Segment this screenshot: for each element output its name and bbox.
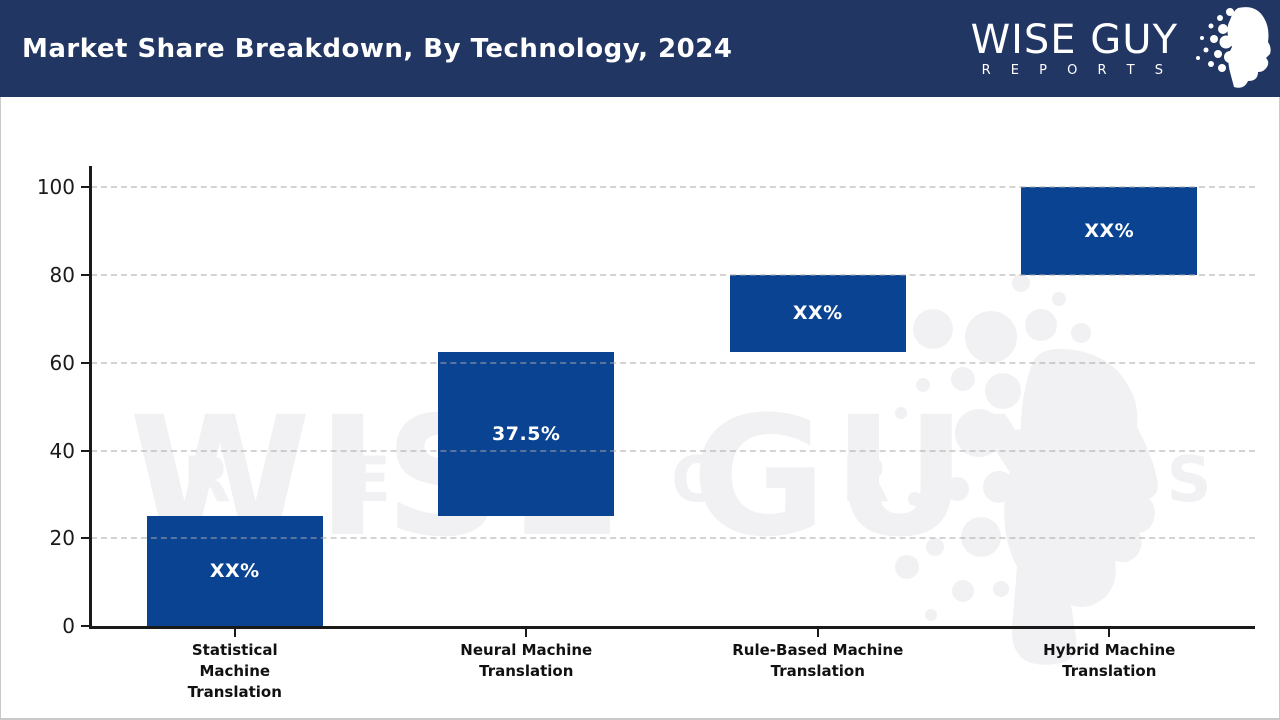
x-axis-tick bbox=[525, 629, 528, 637]
y-axis-tick-label: 20 bbox=[49, 526, 75, 551]
y-axis-tick-label: 100 bbox=[36, 175, 75, 200]
y-axis-tick bbox=[81, 625, 89, 627]
bar: XX% bbox=[146, 516, 323, 626]
x-axis-tick bbox=[1108, 629, 1111, 637]
y-axis-tick-label: 0 bbox=[62, 614, 75, 638]
head-profile-dots-icon bbox=[1180, 2, 1272, 96]
bar: 37.5% bbox=[438, 351, 615, 517]
x-axis-tick bbox=[816, 629, 819, 637]
watermark-head-profile-icon bbox=[863, 207, 1181, 681]
y-axis-tick bbox=[81, 274, 89, 276]
bar-value-label: XX% bbox=[1084, 220, 1135, 243]
x-axis-category-label: Rule-Based Machine Translation bbox=[732, 641, 904, 680]
wise-guy-reports-logo: WISE GUY R E P O R T S bbox=[971, 2, 1280, 96]
x-axis-spine bbox=[89, 626, 1255, 629]
y-axis-tick bbox=[81, 537, 89, 540]
gridline bbox=[91, 361, 1255, 364]
gridline bbox=[91, 274, 1255, 276]
y-axis-tick-label: 40 bbox=[49, 438, 75, 463]
logo-subtext: R E P O R T S bbox=[981, 62, 1171, 78]
y-axis-spine bbox=[89, 166, 92, 629]
x-axis-category-label: Statistical Machine Translation bbox=[187, 641, 282, 701]
y-axis-tick-label: 60 bbox=[49, 350, 75, 375]
page-title: Market Share Breakdown, By Technology, 2… bbox=[22, 33, 733, 64]
bar-value-label: XX% bbox=[209, 560, 260, 583]
gridline bbox=[91, 186, 1255, 189]
x-axis-tick bbox=[233, 629, 236, 637]
bar: XX% bbox=[729, 275, 906, 352]
y-axis-tick-label: 80 bbox=[49, 263, 75, 287]
bar: XX% bbox=[1021, 187, 1198, 275]
gridline bbox=[91, 449, 1255, 452]
x-axis-category-label: Hybrid Machine Translation bbox=[1043, 641, 1176, 680]
gridline bbox=[91, 537, 1255, 540]
bar-value-label: XX% bbox=[792, 302, 843, 325]
logo-text: WISE GUY R E P O R T S bbox=[971, 20, 1178, 78]
y-axis-tick bbox=[81, 186, 89, 189]
x-axis-category-label: Neural Machine Translation bbox=[460, 641, 593, 680]
y-axis-tick bbox=[81, 449, 89, 452]
bar-value-label: 37.5% bbox=[492, 423, 561, 446]
y-axis-tick bbox=[81, 361, 89, 364]
logo-wordmark: WISE GUY bbox=[970, 16, 1178, 63]
header-bar: Market Share Breakdown, By Technology, 2… bbox=[0, 0, 1280, 97]
chart-area: WISE GUY R E P O R T S bbox=[0, 97, 1280, 720]
